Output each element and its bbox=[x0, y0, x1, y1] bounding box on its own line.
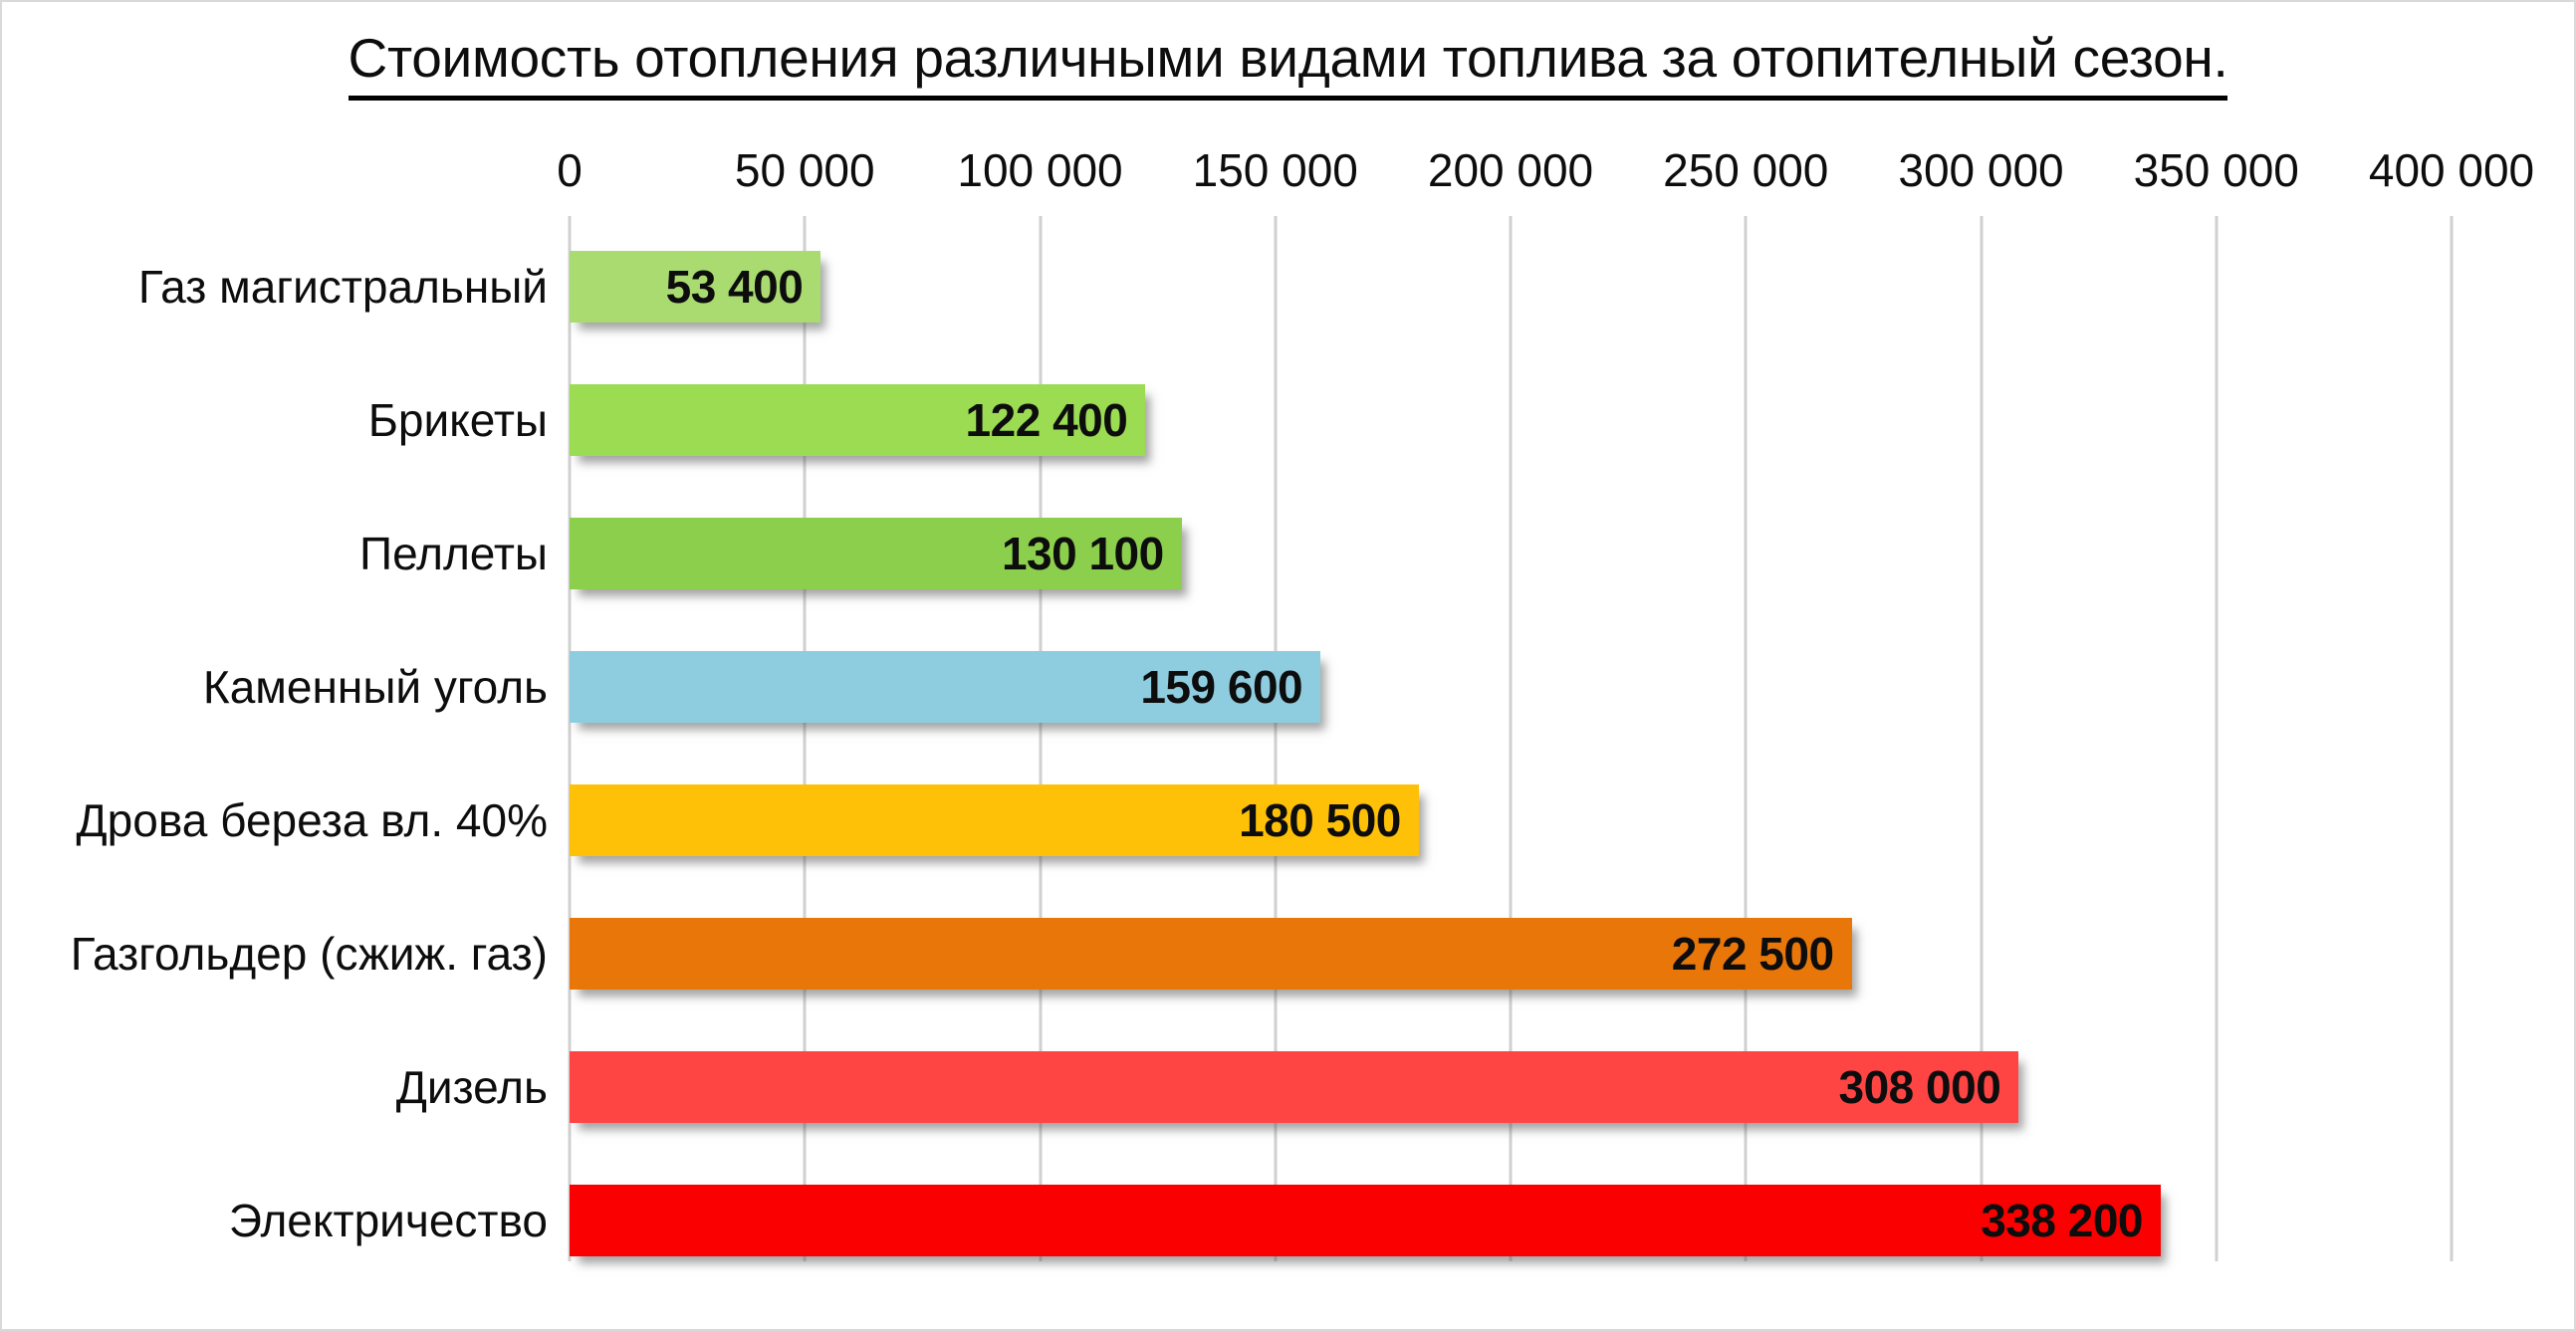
bar[interactable] bbox=[570, 384, 1146, 456]
gridline-2 bbox=[1039, 216, 1042, 1261]
bar-value-label: 159 600 bbox=[1140, 661, 1303, 713]
x-tick-label: 250 000 bbox=[1663, 144, 1829, 196]
x-tick-label: 0 bbox=[557, 144, 583, 196]
bar-row[interactable]: 180 500 bbox=[570, 784, 2452, 856]
x-tick-label: 200 000 bbox=[1427, 144, 1594, 196]
category-label: Каменный уголь bbox=[202, 661, 548, 713]
category-label: Газгольдер (сжиж. газ) bbox=[70, 928, 548, 980]
gridline-7 bbox=[2215, 216, 2219, 1261]
x-tick-label: 50 000 bbox=[734, 144, 875, 196]
x-tick-label: 300 000 bbox=[1898, 144, 2064, 196]
gridline-3 bbox=[1274, 216, 1278, 1261]
bar-value-label: 122 400 bbox=[965, 394, 1128, 446]
x-axis-tick-labels: 0 50 000 100 000 150 000 200 000 250 000 300 0… bbox=[557, 144, 2534, 196]
category-label: Дизель bbox=[395, 1061, 548, 1113]
bar[interactable] bbox=[570, 1051, 2019, 1123]
gridline-1 bbox=[803, 216, 807, 1261]
bar[interactable] bbox=[570, 918, 1852, 990]
bar-row[interactable]: 272 500 bbox=[570, 918, 2452, 990]
bar[interactable] bbox=[570, 1185, 2161, 1256]
bar-value-label: 130 100 bbox=[1001, 528, 1164, 579]
gridline-4 bbox=[1509, 216, 1513, 1261]
category-label: Пеллеты bbox=[359, 528, 548, 579]
bar-value-label: 308 000 bbox=[1838, 1061, 2001, 1113]
x-tick-label: 350 000 bbox=[2133, 144, 2299, 196]
bar-row[interactable]: 159 600 bbox=[570, 651, 2452, 723]
bar-value-label: 53 400 bbox=[665, 261, 804, 313]
bar-row[interactable]: 308 000 bbox=[570, 1051, 2452, 1123]
category-label: Электричество bbox=[228, 1195, 548, 1246]
bar[interactable] bbox=[570, 518, 1182, 589]
gridline-0 bbox=[568, 216, 572, 1261]
gridline-6 bbox=[1980, 216, 1983, 1261]
bar[interactable] bbox=[570, 784, 1419, 856]
bar-row[interactable]: 122 400 bbox=[570, 384, 2452, 456]
category-label: Брикеты bbox=[367, 394, 548, 446]
category-label: Газ магистральный bbox=[137, 261, 548, 313]
y-axis-category-labels: Газ магистральный Брикеты Пеллеты Каменный … bbox=[2, 216, 548, 1261]
bar[interactable] bbox=[570, 651, 1321, 723]
chart-title-text: Стоимость отопления различными видами то… bbox=[348, 26, 2228, 101]
bar-row[interactable]: 130 100 bbox=[570, 518, 2452, 589]
bar-row[interactable]: 53 400 bbox=[570, 251, 2452, 323]
x-tick-label: 150 000 bbox=[1192, 144, 1358, 196]
gridline-8 bbox=[2450, 216, 2454, 1261]
chart-title: Стоимость отопления различными видами то… bbox=[2, 26, 2574, 101]
bar-value-label: 180 500 bbox=[1239, 794, 1401, 846]
bar-value-label: 272 500 bbox=[1671, 928, 1834, 980]
bar-row[interactable]: 338 200 bbox=[570, 1185, 2452, 1256]
x-tick-label: 100 000 bbox=[957, 144, 1123, 196]
category-label: Дрова береза вл. 40% bbox=[76, 794, 548, 846]
gridline-5 bbox=[1744, 216, 1748, 1261]
bar-value-label: 338 200 bbox=[1981, 1195, 2143, 1246]
x-tick-label: 400 000 bbox=[2368, 144, 2535, 196]
bar[interactable] bbox=[570, 251, 821, 323]
plot-area: 53 400 122 400 130 100 159 600 180 500 272 50… bbox=[568, 216, 2454, 1261]
